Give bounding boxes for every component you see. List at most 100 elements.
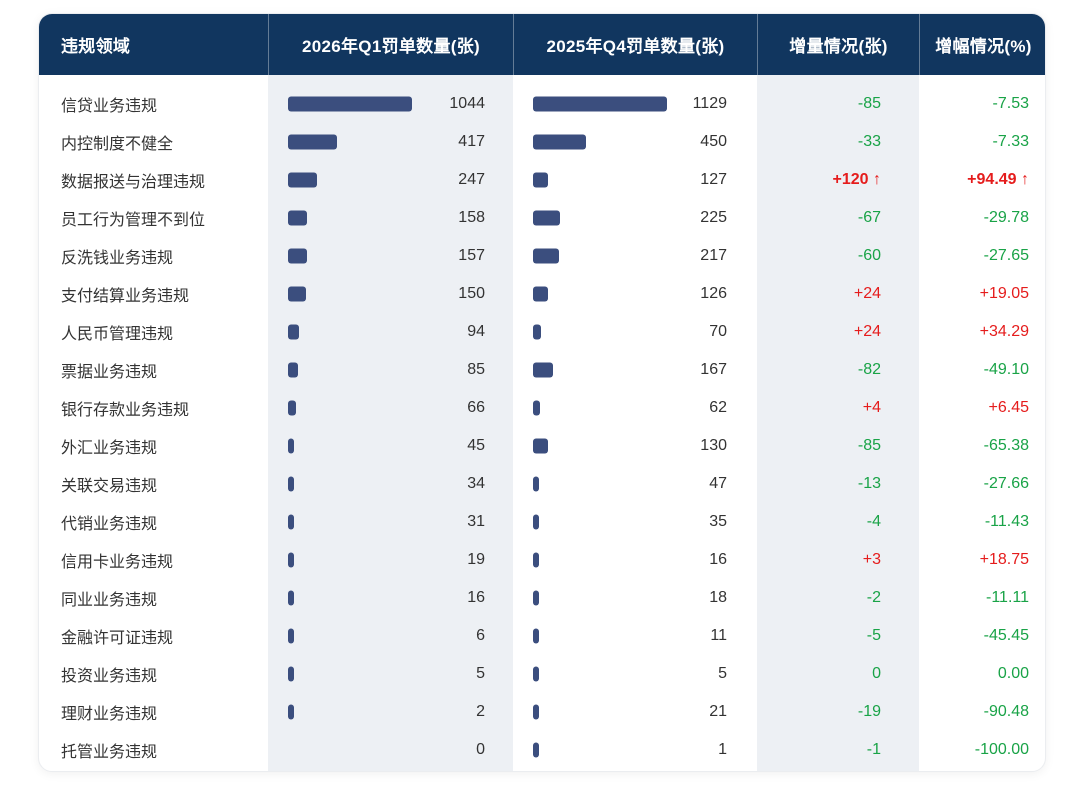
q1-bar xyxy=(288,172,317,188)
q1-value: 0 xyxy=(476,741,485,758)
pct-value: -29.78 xyxy=(983,209,1029,226)
q1-value: 19 xyxy=(467,551,485,568)
q1-cell: 247 xyxy=(268,161,513,199)
delta-value: -85 xyxy=(857,437,881,454)
row-label: 数据报送与治理违规 xyxy=(61,174,206,191)
q4-cell: 225 xyxy=(513,199,757,237)
table-row: 票据业务违规 85 167 -82 -49.10 xyxy=(39,351,1045,389)
q1-bar xyxy=(288,704,294,720)
pct-value: -11.11 xyxy=(986,589,1029,606)
q4-cell: 1 xyxy=(513,731,757,769)
q4-cell: 126 xyxy=(513,275,757,313)
q1-bar xyxy=(288,134,337,150)
q1-value: 85 xyxy=(467,361,485,378)
q4-value: 450 xyxy=(700,133,727,150)
q1-cell: 31 xyxy=(268,503,513,541)
row-label: 支付结算业务违规 xyxy=(61,288,190,305)
delta-value: -67 xyxy=(857,209,881,226)
delta-value: +4 xyxy=(862,399,881,416)
pct-value: -7.33 xyxy=(992,133,1029,150)
q1-value: 2 xyxy=(476,703,485,720)
delta-value: +120 ↑ xyxy=(832,171,881,188)
q4-cell: 18 xyxy=(513,579,757,617)
q1-cell: 0 xyxy=(268,731,513,769)
q1-cell: 1044 xyxy=(268,85,513,123)
q1-cell: 6 xyxy=(268,617,513,655)
table-row: 信贷业务违规 1044 1129 -85 -7.53 xyxy=(39,85,1045,123)
q4-value: 62 xyxy=(709,399,727,416)
q4-cell: 21 xyxy=(513,693,757,731)
q4-cell: 127 xyxy=(513,161,757,199)
row-label: 银行存款业务违规 xyxy=(61,402,190,419)
table-row: 数据报送与治理违规 247 127 +120 ↑ +94.49 ↑ xyxy=(39,161,1045,199)
row-label: 员工行为管理不到位 xyxy=(61,212,206,229)
row-label: 托管业务违规 xyxy=(61,744,158,761)
table-header: 违规领域 2026年Q1罚单数量(张) 2025年Q4罚单数量(张) 增量情况(… xyxy=(39,14,1045,75)
table-row: 人民币管理违规 94 70 +24 +34.29 xyxy=(39,313,1045,351)
q1-cell: 16 xyxy=(268,579,513,617)
q1-cell: 5 xyxy=(268,655,513,693)
q1-bar xyxy=(288,362,298,378)
table-row: 金融许可证违规 6 11 -5 -45.45 xyxy=(39,617,1045,655)
delta-value: -82 xyxy=(857,361,881,378)
table-row: 员工行为管理不到位 158 225 -67 -29.78 xyxy=(39,199,1045,237)
table-row: 代销业务违规 31 35 -4 -11.43 xyxy=(39,503,1045,541)
row-label: 反洗钱业务违规 xyxy=(61,250,174,267)
q4-value: 11 xyxy=(710,627,727,644)
table-row: 关联交易违规 34 47 -13 -27.66 xyxy=(39,465,1045,503)
q4-value: 16 xyxy=(709,551,727,568)
delta-column-stripe xyxy=(757,75,919,771)
table-row: 理财业务违规 2 21 -19 -90.48 xyxy=(39,693,1045,731)
row-label: 投资业务违规 xyxy=(61,668,158,685)
q1-cell: 150 xyxy=(268,275,513,313)
pct-value: -90.48 xyxy=(983,703,1029,720)
delta-value: -19 xyxy=(857,703,881,720)
q4-bar xyxy=(533,172,548,188)
q1-cell: 157 xyxy=(268,237,513,275)
delta-value: -85 xyxy=(857,95,881,112)
table-row: 内控制度不健全 417 450 -33 -7.33 xyxy=(39,123,1045,161)
q4-bar xyxy=(533,514,539,530)
row-label: 票据业务违规 xyxy=(61,364,158,381)
q1-cell: 417 xyxy=(268,123,513,161)
q1-bar xyxy=(288,476,294,492)
q4-cell: 5 xyxy=(513,655,757,693)
header-cell-area: 违规领域 xyxy=(61,37,131,56)
q4-cell: 11 xyxy=(513,617,757,655)
delta-value: +24 xyxy=(853,323,881,340)
row-label: 外汇业务违规 xyxy=(61,440,158,457)
delta-value: -60 xyxy=(857,247,881,264)
q4-bar xyxy=(533,590,539,606)
q4-value: 225 xyxy=(700,209,727,226)
pct-value: +34.29 xyxy=(979,323,1029,340)
q1-value: 158 xyxy=(458,209,485,226)
q4-value: 21 xyxy=(709,703,727,720)
q1-cell: 94 xyxy=(268,313,513,351)
delta-value: -1 xyxy=(866,741,881,758)
pct-value: -27.65 xyxy=(983,247,1029,264)
delta-value: -2 xyxy=(866,589,881,606)
q4-value: 70 xyxy=(709,323,727,340)
q4-value: 1 xyxy=(718,741,727,758)
q4-cell: 1129 xyxy=(513,85,757,123)
q4-value: 167 xyxy=(700,361,727,378)
pct-value: +94.49 ↑ xyxy=(967,171,1029,188)
q1-value: 417 xyxy=(458,133,485,150)
q4-value: 217 xyxy=(700,247,727,264)
q4-bar xyxy=(533,438,548,454)
pct-value: -27.66 xyxy=(983,475,1029,492)
q1-value: 66 xyxy=(467,399,485,416)
delta-value: -5 xyxy=(866,627,881,644)
pct-value: -45.45 xyxy=(983,627,1029,644)
row-label: 内控制度不健全 xyxy=(61,136,174,153)
pct-value: +6.45 xyxy=(988,399,1029,416)
q4-cell: 130 xyxy=(513,427,757,465)
q1-value: 94 xyxy=(467,323,485,340)
pct-value: +18.75 xyxy=(979,551,1029,568)
q1-cell: 34 xyxy=(268,465,513,503)
q4-value: 5 xyxy=(718,665,727,682)
q4-bar xyxy=(533,742,539,758)
q1-bar xyxy=(288,552,294,568)
q1-cell: 2 xyxy=(268,693,513,731)
q4-value: 35 xyxy=(709,513,727,530)
